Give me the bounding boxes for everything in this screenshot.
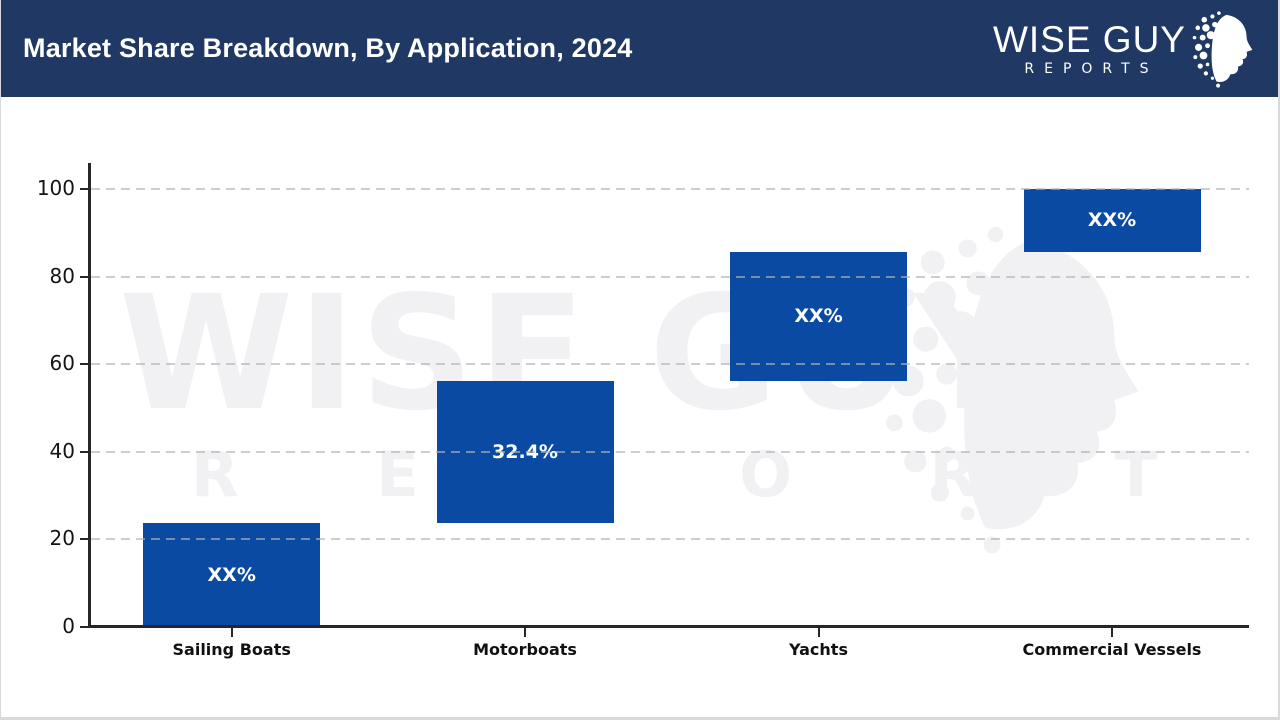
gridline-y-40 [91,450,1249,453]
category-label-2: Yachts [789,640,848,659]
logo-head-icon [1192,10,1253,88]
watermark-subtext: R E P O R T S [191,438,1280,511]
y-axis-line [88,163,91,628]
category-label-0: Sailing Boats [172,640,291,659]
x-tick-0 [230,628,233,637]
category-label-3: Commercial Vessels [1022,640,1202,659]
bar-commercial-vessels: XX% [1023,189,1201,252]
bar-value-label: XX% [1087,209,1137,232]
gridline-y-100 [91,188,1249,190]
bar-value-label: XX% [207,564,256,587]
y-tick-label-20: 20 [49,526,75,551]
bar-yachts: XX% [730,251,907,382]
y-tick-100 [80,188,89,190]
y-tick-20 [80,538,89,541]
x-tick-1 [524,628,526,637]
y-tick-40 [80,450,89,453]
wise-guy-logo: WISE GUY REPORTS [993,8,1258,90]
gridline-y-80 [91,275,1249,278]
x-axis-line [88,625,1249,628]
header-bar: Market Share Breakdown, By Application, … [1,0,1278,97]
gridline-y-60 [91,363,1249,366]
bar-value-label: XX% [794,305,843,328]
gridline-y-20 [91,538,1249,541]
logo-subtitle: REPORTS [1024,60,1159,77]
y-tick-label-0: 0 [62,614,75,638]
bar-sailing-boats: XX% [143,523,321,627]
page-title: Market Share Breakdown, By Application, … [23,33,633,63]
y-tick-label-40: 40 [49,438,75,463]
logo-name: WISE GUY [992,18,1186,60]
y-tick-label-100: 100 [36,176,75,200]
y-tick-label-60: 60 [49,351,75,376]
x-tick-2 [817,628,820,637]
category-label-1: Motorboats [473,640,577,659]
logo-text: WISE GUY REPORTS [993,21,1186,77]
x-tick-3 [1111,628,1113,637]
y-tick-0 [80,626,89,628]
y-tick-80 [80,275,89,278]
y-tick-label-80: 80 [49,263,75,288]
y-tick-60 [80,363,89,366]
